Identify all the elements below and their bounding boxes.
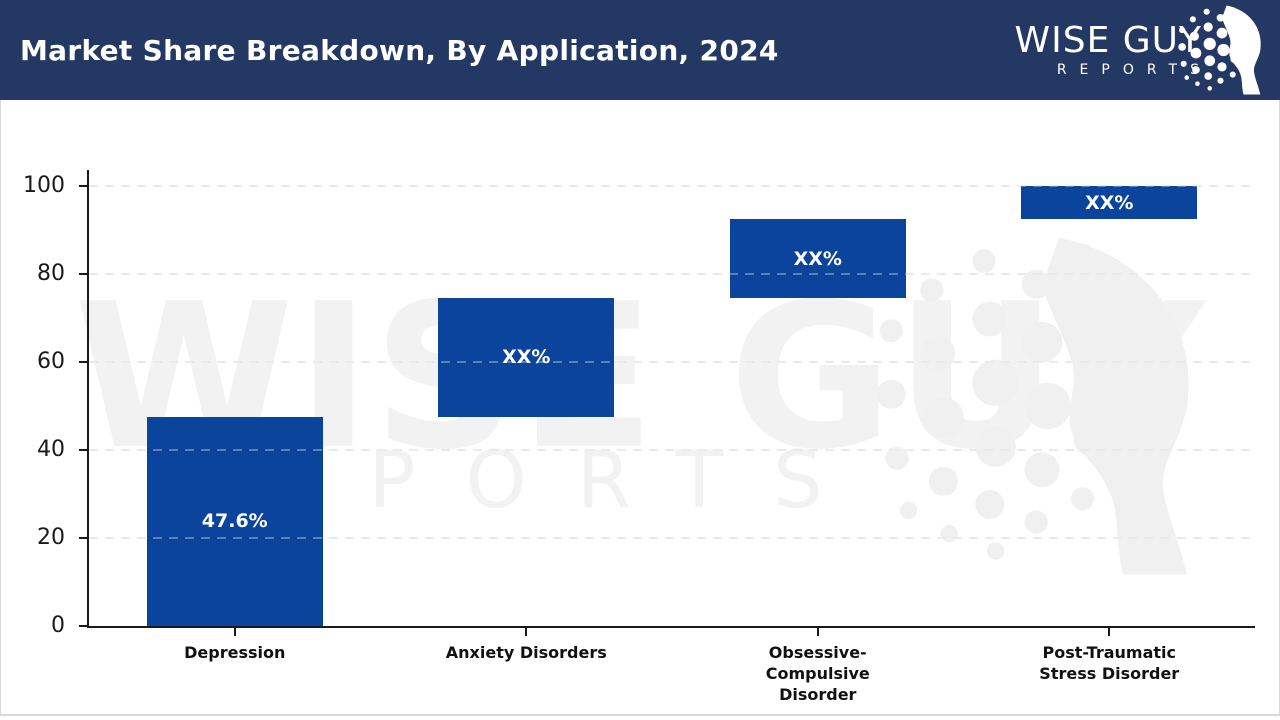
x-axis-category-label: Anxiety Disorders: [386, 642, 666, 663]
x-axis-category-label: Depression: [95, 642, 375, 663]
header-bar: Market Share Breakdown, By Application, …: [0, 0, 1280, 100]
gridline-overlay: [89, 273, 1255, 275]
x-axis-category-label-line: Disorder: [779, 685, 857, 704]
x-axis-category-label-line: Stress Disorder: [1039, 664, 1180, 683]
bar-value-label: XX%: [502, 346, 551, 369]
y-axis-tick-label: 100: [23, 173, 65, 198]
y-axis-tick-label: 40: [37, 437, 65, 462]
bar-3: XX%: [729, 219, 906, 299]
x-axis-category-label: Obsessive- Compulsive Disorder: [678, 642, 958, 705]
gridline: [89, 273, 1255, 275]
bar-4: XX%: [1021, 186, 1198, 219]
bar-value-label: XX%: [793, 247, 842, 270]
bar-value-label: 47.6%: [201, 510, 268, 533]
y-axis-tick: [79, 185, 89, 187]
logo-wordmark-main: WISE GUY: [1014, 20, 1202, 61]
x-axis-category-label-line: Anxiety Disorders: [445, 643, 607, 662]
y-axis-tick: [79, 273, 89, 275]
x-axis-tick: [525, 628, 528, 636]
gridline: [89, 537, 1255, 539]
y-axis-tick-label: 20: [37, 525, 65, 550]
gridline: [89, 449, 1255, 451]
y-axis-tick: [79, 361, 89, 363]
gridline-overlay: [89, 361, 1255, 363]
y-axis-tick: [79, 537, 89, 539]
gridline-overlay: [89, 185, 1255, 187]
wiseguy-logo: WISE GUY REPORTS: [1015, 4, 1269, 96]
bar-1: 47.6%: [146, 416, 323, 626]
logo-face-icon: [1178, 5, 1261, 95]
page-border-left: [0, 100, 1, 716]
watermark-face-icon: [876, 237, 1189, 575]
gridline-overlay: [89, 449, 1255, 451]
x-axis-category-label-line: Depression: [184, 643, 286, 662]
bar-value-label: XX%: [1085, 191, 1134, 214]
x-axis-tick: [816, 628, 819, 636]
logo-wordmark-sub: REPORTS: [1056, 62, 1212, 78]
x-axis-tick: [1108, 628, 1111, 636]
gridline: [89, 361, 1255, 363]
y-axis-tick-label: 80: [37, 261, 65, 286]
x-axis-category-label: Post-Traumatic Stress Disorder: [969, 642, 1249, 684]
x-axis-tick: [233, 628, 236, 636]
y-axis-tick-label: 60: [37, 349, 65, 374]
x-axis-line: [87, 626, 1255, 628]
x-axis-category-label-line: Obsessive-: [768, 643, 867, 662]
page-border-bottom: [0, 714, 1280, 716]
gridline: [89, 185, 1255, 187]
page-title: Market Share Breakdown, By Application, …: [20, 33, 779, 67]
y-axis-tick: [79, 625, 89, 627]
logo-wordmark: WISE GUY REPORTS: [1014, 20, 1203, 79]
y-axis-tick: [79, 449, 89, 451]
x-axis-category-label-line: Compulsive: [765, 664, 870, 683]
bar-2: XX%: [438, 298, 615, 417]
y-axis-tick-label: 0: [51, 613, 65, 638]
x-axis-category-label-line: Post-Traumatic: [1042, 643, 1177, 662]
gridline-overlay: [89, 537, 1255, 539]
y-axis-line: [87, 170, 89, 628]
